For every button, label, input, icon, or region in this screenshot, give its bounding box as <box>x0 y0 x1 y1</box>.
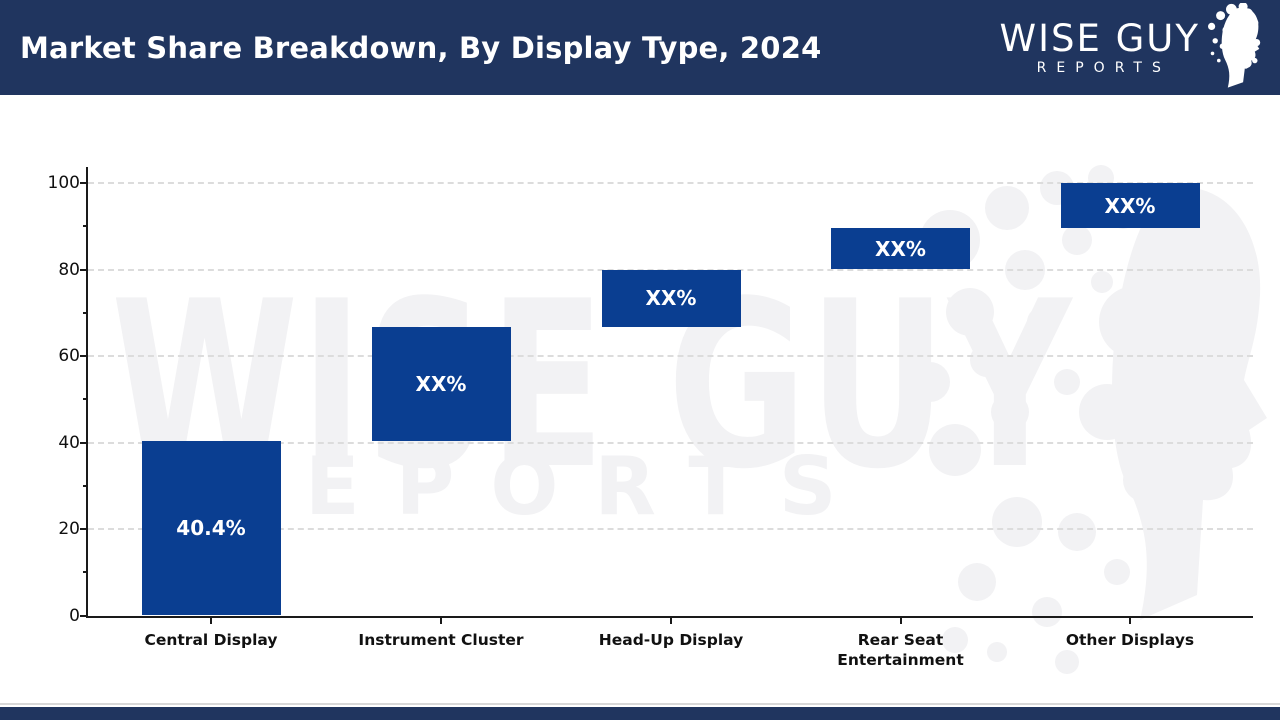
category-label-central-display: Central Display <box>144 630 278 649</box>
x-tick-instrument-cluster <box>440 617 442 624</box>
wiseguy-face-icon <box>1208 2 1261 88</box>
y-minortick-90 <box>83 225 88 228</box>
x-tick-rear-seat-entertainment <box>899 617 902 624</box>
gridline-20 <box>88 528 1253 530</box>
y-tick-80 <box>80 268 88 271</box>
category-label-head-up-display: Head-Up Display <box>598 630 744 649</box>
y-tick-20 <box>80 528 88 530</box>
category-label-other-displays: Other Displays <box>1065 630 1195 649</box>
y-tick-100 <box>80 182 88 184</box>
y-tick-label-40: 40 <box>58 432 80 453</box>
chart-area: WISE GUY REPORTS 0 20 40 60 80 100 40.4% Centra… <box>0 95 1280 703</box>
y-minortick-10 <box>83 571 88 574</box>
x-axis <box>86 615 1253 618</box>
gridline-40 <box>88 441 1253 444</box>
y-tick-label-80: 80 <box>58 259 80 280</box>
bar-value-label: XX% <box>415 371 467 396</box>
bar-value-label: 40.4% <box>176 516 246 541</box>
x-tick-head-up-display <box>670 617 672 624</box>
bar-rear-seat-entertainment: XX% <box>831 228 970 270</box>
x-tick-central-display <box>210 617 212 624</box>
bar-other-displays: XX% <box>1060 183 1200 229</box>
logo-wordmark: WISE GUY <box>999 17 1200 60</box>
y-minortick-50 <box>83 398 88 401</box>
chart-title: Market Share Breakdown, By Display Type,… <box>20 30 822 65</box>
bar-value-label: XX% <box>645 286 697 311</box>
y-tick-40 <box>80 441 88 444</box>
bar-value-label: XX% <box>875 236 926 261</box>
y-tick-0 <box>80 614 88 617</box>
category-label-rear-seat-entertainment: Rear Seat Entertainment <box>837 630 964 669</box>
category-label-instrument-cluster: Instrument Cluster <box>358 630 524 649</box>
logo-subtext: REPORTS <box>1036 60 1171 76</box>
footer-bar <box>0 707 1280 720</box>
logo-text: WISE GUY REPORTS <box>999 17 1200 77</box>
y-tick-label-100: 100 <box>47 173 80 193</box>
bar-head-up-display: XX% <box>601 269 741 328</box>
bar-central-display: 40.4% <box>141 440 281 616</box>
header-bar: Market Share Breakdown, By Display Type,… <box>0 0 1280 95</box>
bar-value-label: XX% <box>1104 193 1156 218</box>
gridline-60 <box>88 355 1253 357</box>
y-tick-60 <box>80 355 88 357</box>
y-tick-label-0: 0 <box>69 605 80 626</box>
x-tick-other-displays <box>1129 617 1131 624</box>
y-minortick-30 <box>83 484 88 487</box>
y-tick-label-60: 60 <box>58 346 80 366</box>
chart-bottom-border <box>0 703 1280 705</box>
gridline-100 <box>88 182 1253 184</box>
y-minortick-70 <box>83 311 88 314</box>
wiseguy-logo: WISE GUY REPORTS <box>999 2 1266 93</box>
bar-instrument-cluster: XX% <box>371 327 511 441</box>
y-tick-label-20: 20 <box>58 519 80 539</box>
y-axis <box>86 167 88 618</box>
